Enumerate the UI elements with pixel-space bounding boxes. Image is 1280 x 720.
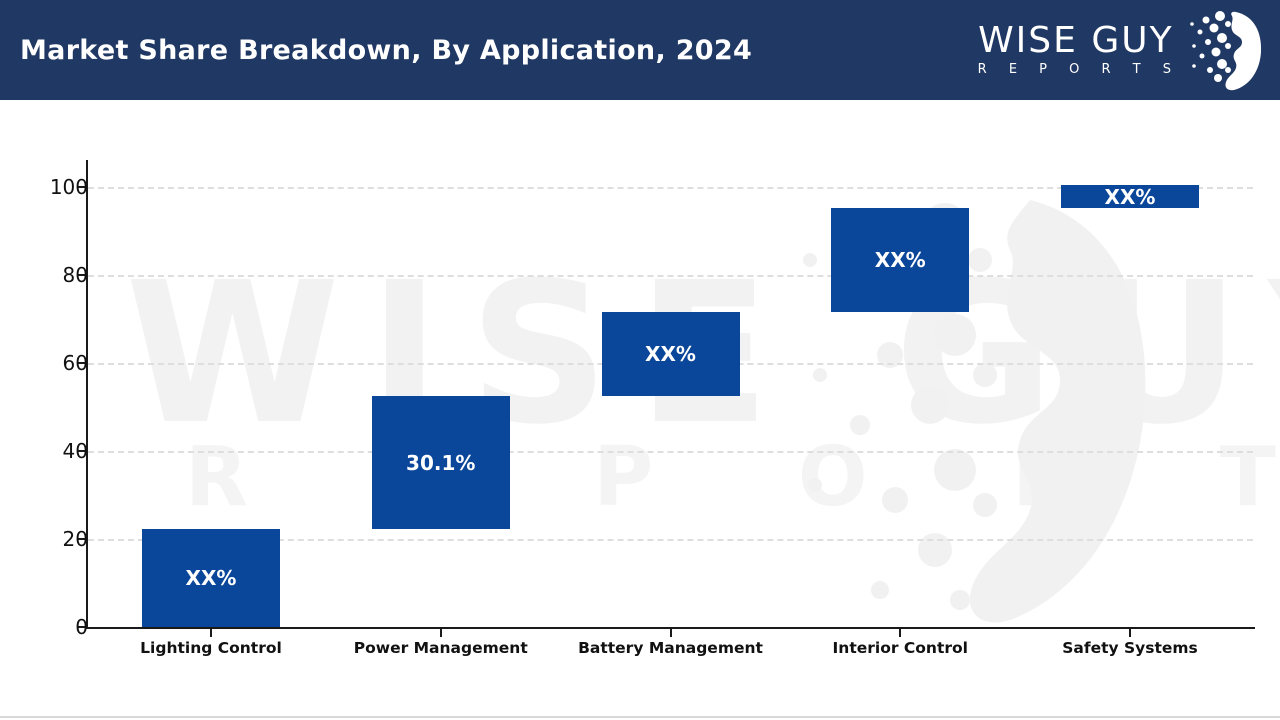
chart-area: WISE GUY R E P O R T S 020406080100XX%Li… — [0, 100, 1280, 720]
x-tick-mark — [439, 629, 442, 637]
bottom-divider — [0, 716, 1280, 718]
x-tick-label-lighting-control: Lighting Control — [140, 639, 282, 657]
gridline — [88, 275, 1253, 277]
bar-value-label: 30.1% — [406, 450, 476, 475]
wise-guy-reports-logo: WISE GUY R E P O R T S — [972, 8, 1280, 92]
y-tick-label: 60 — [62, 351, 88, 375]
gridline — [88, 187, 1253, 189]
y-tick-label: 0 — [75, 615, 88, 639]
y-tick-label: 20 — [62, 527, 88, 551]
x-axis-spine — [86, 627, 1255, 629]
y-tick-mark — [78, 362, 87, 364]
x-tick-mark — [210, 629, 212, 637]
logo-wordmark: WISE GUY — [978, 20, 1174, 61]
y-tick-label: 100 — [49, 175, 88, 199]
x-tick-label-battery-management: Battery Management — [578, 639, 763, 657]
x-tick-label-power-management: Power Management — [353, 639, 528, 657]
gridline — [88, 539, 1253, 541]
plot-region: 0 20 40 60 80 100 XX% Lighting Control 30.1% Powe… — [0, 100, 1280, 720]
bar-value-label: XX% — [185, 565, 237, 590]
gridline — [88, 451, 1253, 453]
y-tick-mark — [78, 274, 87, 276]
y-tick-mark — [78, 186, 87, 188]
header-bar: Market Share Breakdown, By Application, … — [0, 0, 1280, 100]
logo-subtitle: R E P O R T S — [977, 62, 1180, 77]
page-title: Market Share Breakdown, By Application, … — [20, 34, 753, 66]
y-tick-label: 80 — [62, 263, 88, 287]
bar-value-label: XX% — [1104, 184, 1156, 209]
y-tick-mark — [78, 450, 87, 452]
logo-text: WISE GUY R E P O R T S — [972, 20, 1180, 78]
bar-interior-control: XX% — [831, 208, 970, 313]
bar-battery-management: XX% — [601, 312, 740, 397]
y-tick-label: 40 — [62, 439, 88, 463]
logo-face-icon — [1190, 11, 1262, 91]
x-tick-mark — [899, 629, 902, 637]
bar-value-label: XX% — [645, 342, 696, 367]
bar-power-management: 30.1% — [371, 396, 510, 529]
x-tick-label-interior-control: Interior Control — [832, 639, 968, 657]
y-axis-spine — [86, 160, 88, 629]
x-tick-mark — [1129, 629, 1131, 637]
x-tick-label-safety-systems: Safety Systems — [1062, 639, 1198, 657]
y-tick-mark — [78, 626, 87, 628]
bar-safety-systems: XX% — [1061, 184, 1199, 209]
y-tick-mark — [78, 538, 87, 540]
x-tick-mark — [669, 629, 672, 637]
bar-value-label: XX% — [874, 248, 926, 273]
bar-lighting-control: XX% — [142, 528, 280, 627]
